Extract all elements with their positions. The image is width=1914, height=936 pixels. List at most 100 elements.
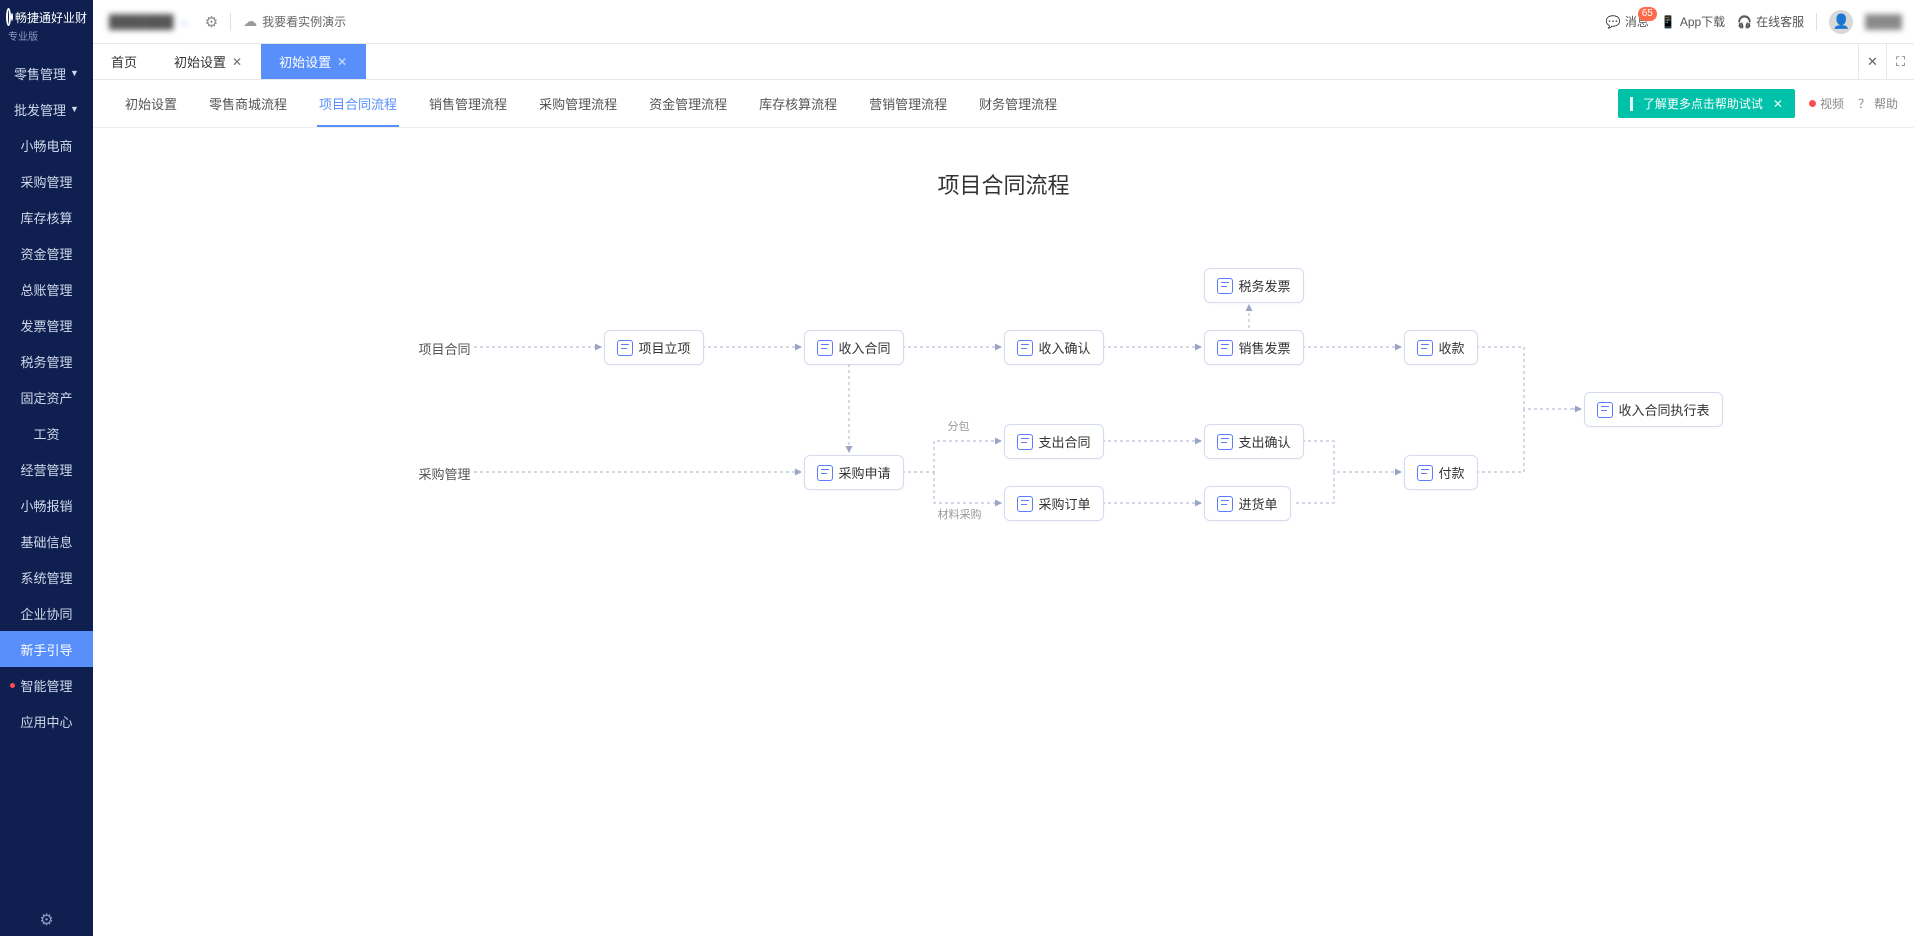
sidebar-item[interactable]: 应用中心	[0, 703, 93, 739]
divider	[1816, 13, 1817, 31]
document-icon	[1017, 434, 1033, 450]
flow-node[interactable]: 项目立项	[604, 330, 704, 365]
sidebar-item[interactable]: 零售管理▼	[0, 55, 93, 91]
flow-node[interactable]: 采购订单	[1004, 486, 1104, 521]
tab-fullscreen[interactable]: ⛶	[1886, 44, 1914, 79]
org-settings-icon[interactable]: ⚙	[205, 13, 218, 31]
sidebar-item-label: 基础信息	[20, 532, 72, 551]
subtab[interactable]: 项目合同流程	[317, 80, 399, 127]
document-icon	[1417, 340, 1433, 356]
brand-name: 畅捷通好业财	[15, 9, 87, 26]
sidebar-item[interactable]: 企业协同	[0, 595, 93, 631]
sidebar-item[interactable]: 工资	[0, 415, 93, 451]
subtab[interactable]: 零售商城流程	[207, 80, 289, 127]
help-banner[interactable]: 了解更多点击帮助试试 ✕	[1618, 89, 1795, 118]
sidebar-item[interactable]: 资金管理	[0, 235, 93, 271]
flow-node[interactable]: 采购申请	[804, 455, 904, 490]
sidebar-item[interactable]: 智能管理	[0, 667, 93, 703]
flow-node[interactable]: 收入确认	[1004, 330, 1104, 365]
page-tab[interactable]: 首页	[93, 44, 156, 79]
tab-close-icon[interactable]: ✕	[337, 55, 347, 69]
flow-node-label: 采购订单	[1039, 494, 1091, 513]
document-icon	[1217, 278, 1233, 294]
edge-label-sub: 分包	[946, 418, 972, 434]
sidebar-item[interactable]: 系统管理	[0, 559, 93, 595]
online-service[interactable]: 🎧 在线客服	[1737, 13, 1804, 30]
document-icon	[617, 340, 633, 356]
message-icon: 💬	[1606, 15, 1621, 29]
sidebar-item[interactable]: 固定资产	[0, 379, 93, 415]
flow-node[interactable]: 支出确认	[1204, 424, 1304, 459]
sidebar-item[interactable]: 采购管理	[0, 163, 93, 199]
messages[interactable]: 💬 消息 65	[1606, 13, 1649, 30]
sidebar-item-label: 小畅报销	[20, 496, 72, 515]
banner-close-icon[interactable]: ✕	[1773, 97, 1783, 111]
flow-node[interactable]: 付款	[1404, 455, 1478, 490]
sidebar-item[interactable]: 发票管理	[0, 307, 93, 343]
page-tab[interactable]: 初始设置 ✕	[156, 44, 261, 79]
user-name[interactable]: ████	[1865, 14, 1902, 29]
sidebar-item-label: 工资	[33, 424, 59, 443]
subtab[interactable]: 初始设置	[123, 80, 179, 127]
demo-link[interactable]: ☁ 我要看实例演示	[243, 13, 346, 30]
sidebar-item[interactable]: 税务管理	[0, 343, 93, 379]
sidebar-item-label: 系统管理	[20, 568, 72, 587]
flow-node[interactable]: 收款	[1404, 330, 1478, 365]
app-download[interactable]: 📱 App下载	[1661, 13, 1725, 30]
sidebar-item-label: 批发管理	[14, 100, 66, 119]
document-icon	[1217, 340, 1233, 356]
subtab[interactable]: 资金管理流程	[647, 80, 729, 127]
canvas: 项目合同流程	[93, 128, 1914, 936]
record-icon	[1809, 100, 1816, 107]
subtab[interactable]: 财务管理流程	[977, 80, 1059, 127]
sidebar-nav: 零售管理▼批发管理▼小畅电商采购管理库存核算资金管理总账管理发票管理税务管理固定…	[0, 55, 93, 904]
document-icon	[1017, 340, 1033, 356]
flow-node[interactable]: 支出合同	[1004, 424, 1104, 459]
flow-node-label: 支出确认	[1239, 432, 1291, 451]
sidebar-item[interactable]: 小畅报销	[0, 487, 93, 523]
sidebar-item[interactable]: 基础信息	[0, 523, 93, 559]
tab-close-all[interactable]: ✕	[1858, 44, 1886, 79]
flow-node[interactable]: 收入合同	[804, 330, 904, 365]
flow-node-label: 采购申请	[839, 463, 891, 482]
tab-label: 初始设置	[174, 52, 226, 71]
row-label-contract: 项目合同	[419, 339, 471, 358]
sidebar-item[interactable]: 经营管理	[0, 451, 93, 487]
flow-node[interactable]: 税务发票	[1204, 268, 1304, 303]
subtab[interactable]: 库存核算流程	[757, 80, 839, 127]
tab-close-icon[interactable]: ✕	[232, 55, 242, 69]
page-tabs: 首页初始设置✕初始设置✕ ✕ ⛶	[93, 44, 1914, 80]
row-label-purchase: 采购管理	[419, 464, 471, 483]
video-label: 视频	[1820, 95, 1844, 112]
sidebar-item[interactable]: 小畅电商	[0, 127, 93, 163]
sidebar-settings[interactable]: ⚙	[0, 904, 93, 936]
subtab[interactable]: 采购管理流程	[537, 80, 619, 127]
document-icon	[1017, 496, 1033, 512]
sidebar-item[interactable]: 库存核算	[0, 199, 93, 235]
video-link[interactable]: 视频	[1809, 95, 1844, 112]
flow-node-label: 收款	[1439, 338, 1465, 357]
demo-label: 我要看实例演示	[262, 13, 346, 30]
org-selector[interactable]: ███████ ⌄	[105, 14, 193, 29]
flow-node[interactable]: 进货单	[1204, 486, 1291, 521]
page-tab[interactable]: 初始设置✕	[261, 44, 366, 79]
sidebar-item[interactable]: 新手引导	[0, 631, 93, 667]
headset-icon: 🎧	[1737, 15, 1752, 29]
avatar[interactable]: 👤	[1829, 10, 1853, 34]
document-icon	[1597, 402, 1613, 418]
sidebar-item[interactable]: 批发管理▼	[0, 91, 93, 127]
sidebar-item[interactable]: 总账管理	[0, 271, 93, 307]
sidebar-item-label: 应用中心	[20, 712, 72, 731]
brand-edition: 专业版	[8, 28, 87, 43]
edge-label-material: 材料采购	[936, 506, 984, 522]
chevron-down-icon: ⌄	[179, 15, 188, 28]
subtab[interactable]: 营销管理流程	[867, 80, 949, 127]
sidebar-item-label: 发票管理	[20, 316, 72, 335]
subtab[interactable]: 销售管理流程	[427, 80, 509, 127]
banner-text: 了解更多点击帮助试试	[1643, 95, 1763, 112]
flow-node-label: 收入确认	[1039, 338, 1091, 357]
cloud-icon: ☁	[243, 13, 257, 30]
flow-node[interactable]: 销售发票	[1204, 330, 1304, 365]
help-link[interactable]: ？ 帮助	[1858, 95, 1898, 112]
flow-node[interactable]: 收入合同执行表	[1584, 392, 1723, 427]
